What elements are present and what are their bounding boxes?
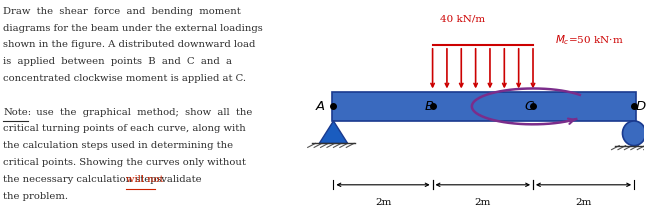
Text: $\mathit{B}$: $\mathit{B}$: [424, 100, 434, 113]
Text: validate: validate: [155, 175, 202, 184]
Text: $M_c$=50 kN$\cdot$m: $M_c$=50 kN$\cdot$m: [555, 33, 624, 47]
Bar: [331, 92, 636, 121]
Text: the necessary calculation steps: the necessary calculation steps: [3, 175, 168, 184]
Text: $\mathit{C}$: $\mathit{C}$: [523, 100, 534, 113]
Text: will not: will not: [126, 175, 163, 184]
Text: $\mathit{A}$: $\mathit{A}$: [315, 100, 326, 113]
Text: 2m: 2m: [475, 198, 491, 207]
Text: the calculation steps used in determining the: the calculation steps used in determinin…: [3, 141, 234, 150]
Text: shown in the figure. A distributed downward load: shown in the figure. A distributed downw…: [3, 40, 256, 49]
Text: $\mathit{D}$: $\mathit{D}$: [635, 100, 646, 113]
Ellipse shape: [622, 121, 646, 146]
Text: 40 kN/m: 40 kN/m: [439, 15, 485, 24]
Text: 2m: 2m: [375, 198, 391, 207]
Text: critical turning points of each curve, along with: critical turning points of each curve, a…: [3, 124, 246, 133]
Text: 2m: 2m: [575, 198, 591, 207]
Text: use  the  graphical  method;  show  all  the: use the graphical method; show all the: [30, 108, 252, 116]
Text: Note:: Note:: [3, 108, 31, 116]
Text: diagrams for the beam under the external loadings: diagrams for the beam under the external…: [3, 24, 263, 32]
Text: the problem.: the problem.: [3, 192, 68, 200]
Text: concentrated clockwise moment is applied at C.: concentrated clockwise moment is applied…: [3, 74, 247, 83]
Text: critical points. Showing the curves only without: critical points. Showing the curves only…: [3, 158, 246, 167]
Text: is  applied  between  points  B  and  C  and  a: is applied between points B and C and a: [3, 57, 232, 66]
Polygon shape: [319, 121, 347, 143]
Text: Draw  the  shear  force  and  bending  moment: Draw the shear force and bending moment: [3, 7, 241, 16]
